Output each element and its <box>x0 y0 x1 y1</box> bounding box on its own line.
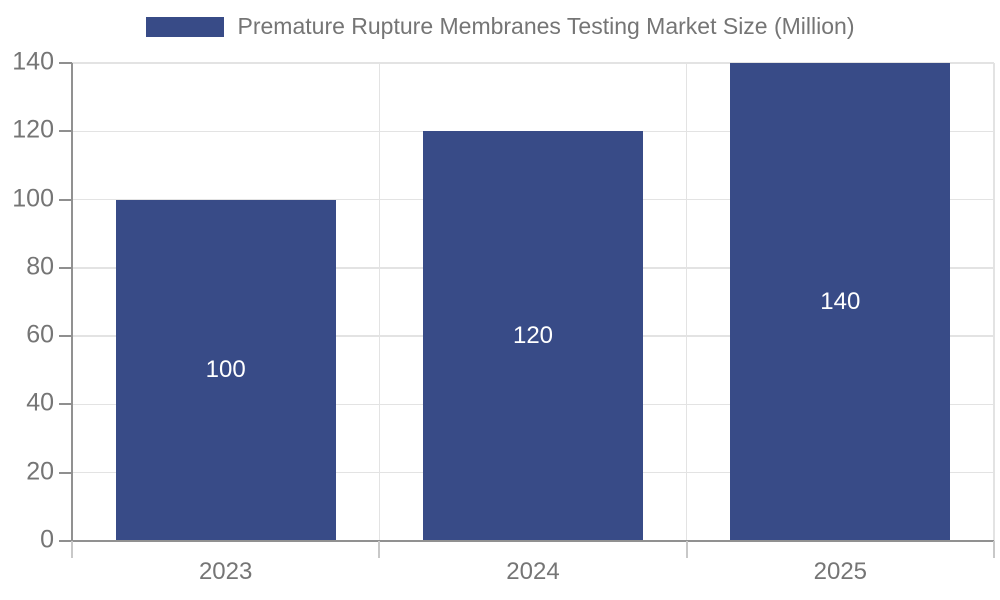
gridline-vertical <box>993 63 995 541</box>
bar-value-label: 140 <box>820 288 861 315</box>
y-axis-tick-label: 40 <box>26 388 54 417</box>
x-axis-category-label: 2024 <box>506 558 560 585</box>
chart-legend: Premature Rupture Membranes Testing Mark… <box>0 13 1000 40</box>
y-axis-tick-label: 120 <box>12 115 54 144</box>
x-axis-category-label: 2023 <box>198 558 253 585</box>
x-axis-line <box>59 539 994 542</box>
y-axis-tick <box>59 198 72 201</box>
y-axis-tick-label: 20 <box>26 457 54 486</box>
y-axis-line <box>71 63 73 541</box>
y-axis-tick <box>59 403 72 406</box>
bar-value-label: 100 <box>205 356 246 384</box>
y-axis-tick <box>59 130 72 133</box>
bar: 140 <box>730 63 951 541</box>
y-axis-tick <box>59 540 72 542</box>
y-axis-tick-label: 100 <box>12 183 54 212</box>
legend-label: Premature Rupture Membranes Testing Mark… <box>237 13 855 39</box>
y-axis-tick-label: 0 <box>40 525 54 554</box>
bar-value-label: 120 <box>512 322 554 350</box>
legend-swatch <box>145 16 224 37</box>
x-axis-tick <box>71 541 73 558</box>
x-axis-tick <box>378 541 381 558</box>
y-axis-tick-label: 140 <box>12 47 54 76</box>
y-axis-tick <box>59 471 72 474</box>
x-axis-category-label: 2025 <box>813 558 868 585</box>
y-axis-tick-label: 60 <box>26 320 54 349</box>
plot-area: 100 120 140 <box>72 62 995 541</box>
gridline-vertical <box>685 63 688 541</box>
gridline-horizontal <box>72 62 994 64</box>
legend-item[interactable]: Premature Rupture Membranes Testing Mark… <box>145 13 855 40</box>
y-axis-tick <box>59 335 72 338</box>
y-axis-tick-label: 80 <box>26 252 54 281</box>
y-axis-tick <box>59 62 72 64</box>
x-axis-tick <box>993 541 995 558</box>
bar: 120 <box>423 131 643 541</box>
x-axis-tick <box>685 541 688 558</box>
y-axis-tick <box>59 266 72 269</box>
bar: 100 <box>115 199 336 541</box>
gridline-horizontal <box>72 130 994 133</box>
gridline-vertical <box>378 63 381 541</box>
